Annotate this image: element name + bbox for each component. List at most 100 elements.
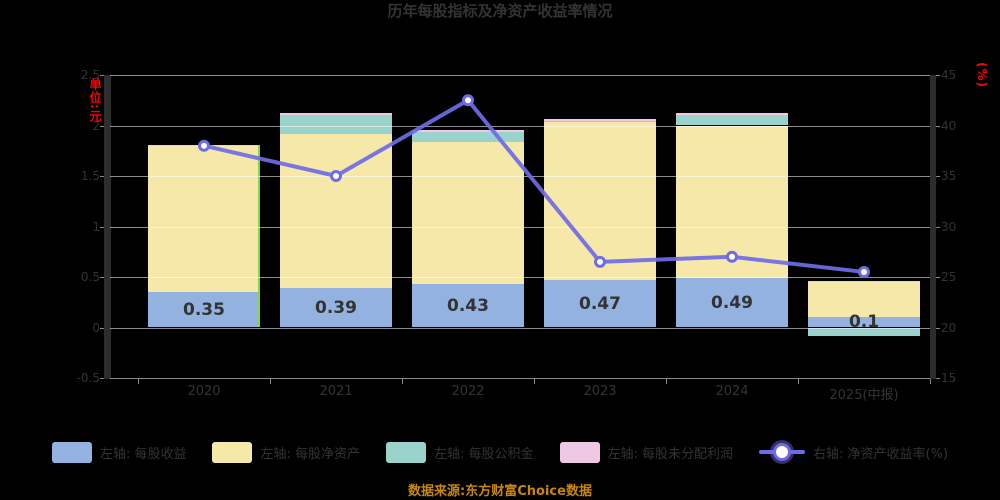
bar-segment-eps-2022 (412, 284, 524, 328)
x-axis-tick (930, 379, 931, 384)
left-axis-tick (100, 176, 104, 177)
x-axis-label: 2021 (319, 384, 353, 399)
bar-segment-retained-2021 (280, 113, 392, 116)
left-axis-tick-label: 1 (92, 219, 100, 234)
right-axis-tick (936, 327, 940, 329)
bar-segment-eps-2025(中报) (808, 317, 920, 328)
legend-item-bvps[interactable]: 左轴: 每股净资产 (212, 441, 360, 463)
legend-line-ring (773, 443, 792, 461)
bar-segment-bvps-2021 (280, 133, 392, 289)
left-axis-tick-label: 1.5 (80, 169, 100, 183)
left-axis-tick-label: 2.5 (80, 68, 100, 82)
right-axis-tick (936, 277, 940, 278)
left-axis-tick (100, 226, 104, 228)
x-axis-tick (534, 379, 535, 384)
x-axis-label: 2022 (451, 384, 485, 399)
legend-item-eps[interactable]: 左轴: 每股收益 (51, 441, 187, 463)
bar-segment-reserve-2025(中报) (808, 327, 920, 336)
bar-value-label: 0.43 (447, 295, 489, 316)
gridline (110, 327, 930, 329)
right-axis-tick-label: 15 (941, 371, 957, 385)
left-axis-tick (100, 327, 104, 329)
x-axis-label: 2020 (187, 384, 221, 399)
line-marker (462, 94, 474, 107)
x-axis-tick (666, 379, 667, 384)
bar-value-label: 0.1 (848, 312, 880, 333)
bar-value-label: 0.47 (579, 293, 621, 314)
right-axis-tick-label: 35 (941, 169, 957, 183)
right-axis-spine (930, 75, 936, 379)
x-axis-label: 2023 (583, 384, 617, 399)
legend-line-marker (759, 441, 806, 463)
bar-segment-retained-2024 (676, 113, 788, 116)
right-axis-tick-label: 45 (941, 68, 957, 82)
first-bar-edge-highlight (258, 144, 260, 328)
right-axis-tick (936, 125, 940, 127)
x-axis-tick (138, 379, 139, 384)
bar-segment-eps-2024 (676, 278, 788, 328)
left-axis-tick-label: 2 (92, 118, 100, 133)
bar-segment-retained-2022 (412, 129, 524, 132)
legend-swatch-reserve (385, 441, 426, 463)
right-axis-tick (936, 378, 940, 379)
x-axis-label: 2024 (715, 384, 749, 399)
bar-segment-reserve-2022 (412, 131, 524, 142)
right-axis-tick (936, 176, 940, 177)
x-axis-tick (402, 379, 403, 384)
bar-segment-bvps-2020 (148, 145, 260, 293)
gridline (110, 75, 930, 76)
x-axis-label: 2025(中报) (829, 388, 899, 403)
x-axis-tick (798, 379, 799, 384)
line-marker (858, 265, 870, 278)
left-axis-tick-label: -0.5 (76, 371, 100, 385)
legend-swatch-bvps (212, 441, 253, 463)
right-axis-tick-label: 20 (941, 320, 957, 335)
legend-item-reserve[interactable]: 左轴: 每股公积金 (385, 441, 534, 463)
left-axis-unit: 单位:元 (88, 78, 102, 123)
x-axis-tick (270, 379, 271, 384)
bar-value-label: 0.39 (315, 297, 357, 318)
legend-label-roe: 右轴: 净资产收益率(%) (813, 446, 949, 462)
left-axis-tick (100, 277, 104, 278)
left-axis-tick (100, 125, 104, 127)
footer-source-text: 数据来源:东方财富Choice数据 (408, 484, 592, 499)
left-axis-tick (100, 378, 104, 379)
legend-label-eps: 左轴: 每股收益 (99, 446, 187, 462)
chart-title: 历年每股指标及净资产收益率情况 (387, 2, 613, 20)
bar-segment-eps-2021 (280, 288, 392, 328)
gridline (110, 226, 930, 228)
right-axis-tick-label: 40 (941, 118, 957, 133)
bar-segment-eps-2023 (544, 280, 656, 328)
legend-swatch-eps (51, 441, 92, 463)
bar-segment-reserve-2024 (676, 115, 788, 126)
bar-segment-reserve-2021 (280, 115, 392, 134)
legend-label-reserve: 左轴: 每股公积金 (433, 446, 534, 462)
bar-value-label: 0.35 (183, 299, 225, 320)
legend-item-retained[interactable]: 左轴: 每股未分配利润 (559, 441, 734, 463)
legend-swatch-retained (559, 441, 600, 463)
right-axis-tick (936, 226, 940, 228)
right-axis-unit: (%) (975, 62, 989, 88)
left-axis-tick-label: 0 (92, 320, 100, 335)
bar-segment-retained-2023 (544, 119, 656, 122)
legend-label-retained: 左轴: 每股未分配利润 (607, 446, 734, 462)
gridline (110, 277, 930, 278)
legend-item-roe[interactable]: 右轴: 净资产收益率(%) (759, 441, 948, 463)
bar-segment-retained-2020 (148, 144, 260, 146)
left-axis-spine (104, 75, 111, 379)
legend: 左轴: 每股收益 左轴: 每股净资产 左轴: 每股公积金 左轴: 每股未分配利润 右轴:… (0, 441, 1000, 463)
right-axis-tick-label: 25 (941, 270, 957, 284)
bar-segment-eps-2020 (148, 292, 260, 328)
right-axis-tick (936, 75, 940, 76)
gridline (110, 378, 930, 379)
right-axis-tick-label: 30 (941, 219, 957, 234)
left-axis-tick (100, 75, 104, 76)
left-axis-tick-label: 0.5 (80, 270, 100, 284)
bar-segment-bvps-2025(中报) (808, 282, 920, 318)
bar-segment-bvps-2023 (544, 122, 656, 281)
bar-segment-bvps-2022 (412, 141, 524, 285)
bar-segment-retained-2025(中报) (808, 281, 920, 283)
legend-label-bvps: 左轴: 每股净资产 (260, 446, 360, 462)
